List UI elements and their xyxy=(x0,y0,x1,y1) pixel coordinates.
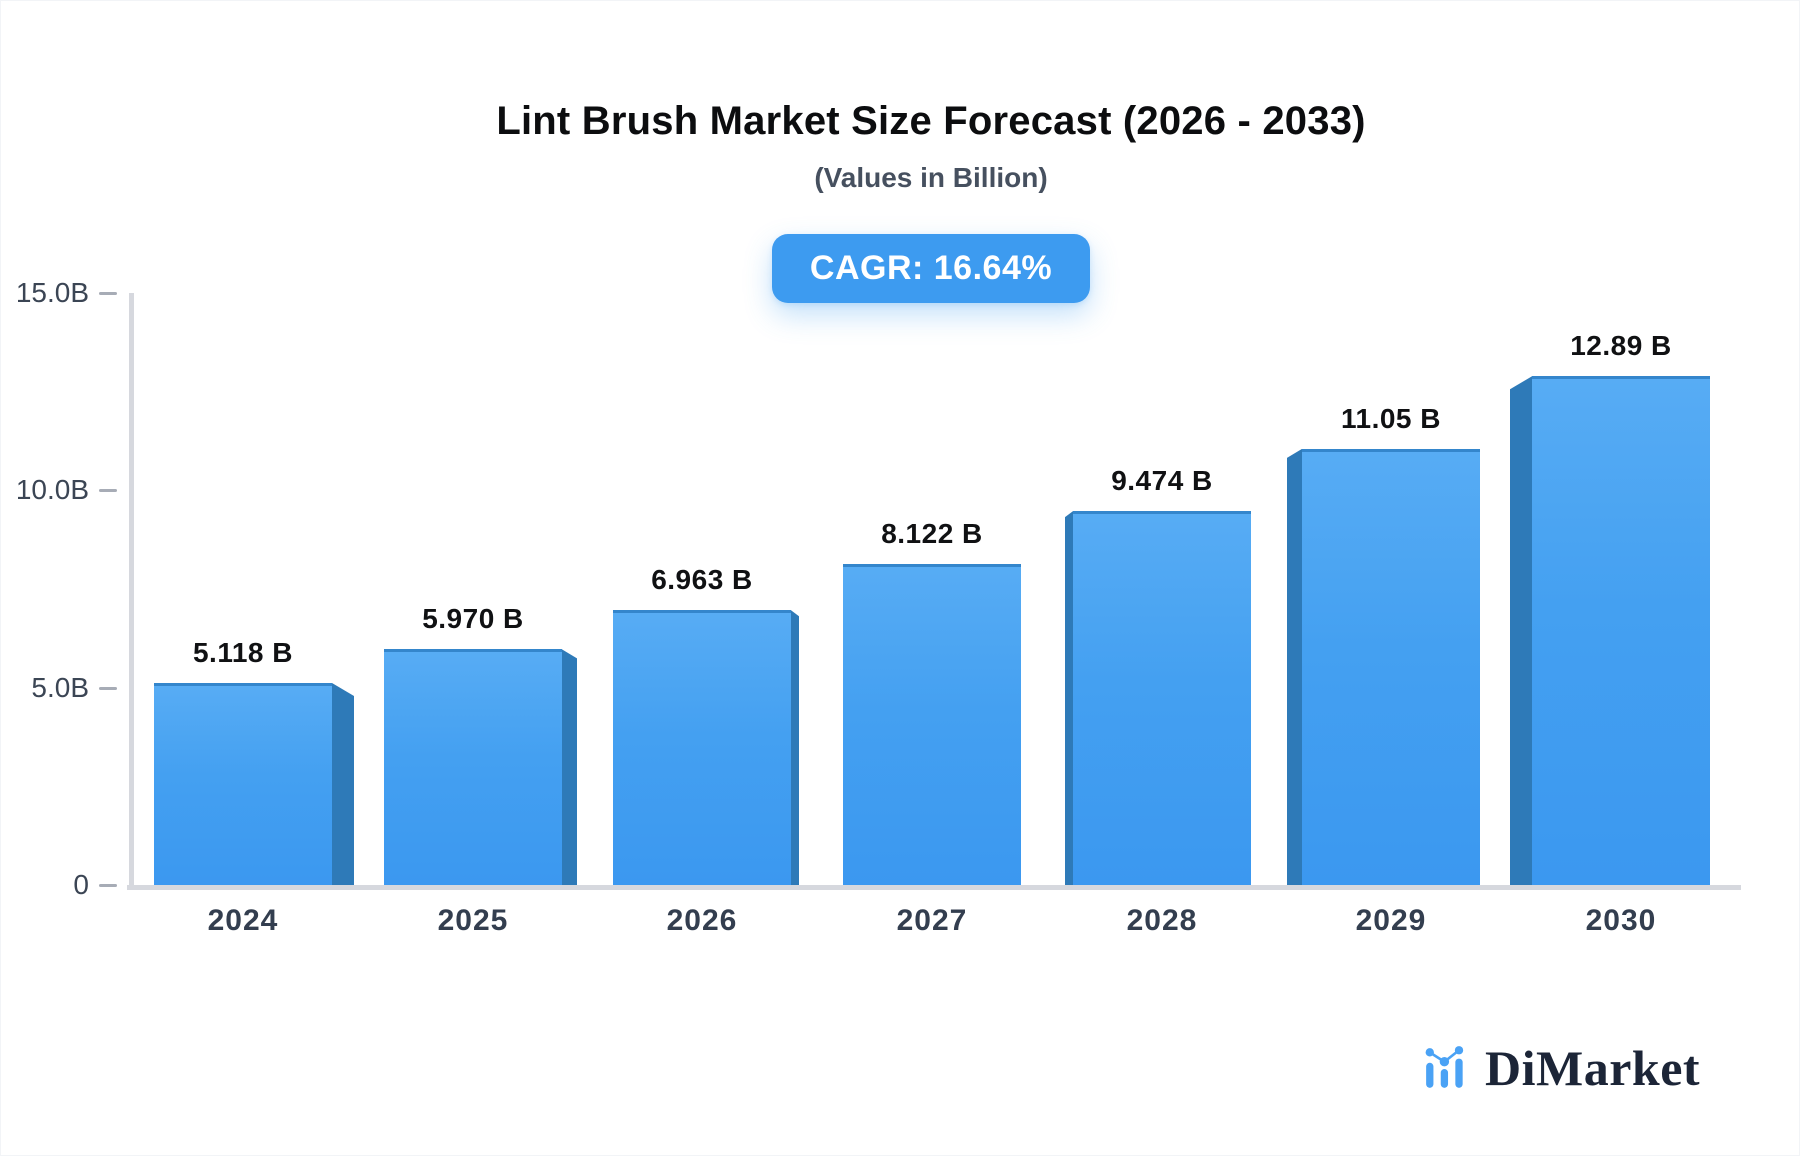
bar-side-2025 xyxy=(562,649,577,885)
y-tick-mark xyxy=(99,489,117,493)
bar-value-label: 12.89 B xyxy=(1570,330,1672,362)
x-axis-label-2026: 2026 xyxy=(666,904,738,937)
bar-value-label: 5.970 B xyxy=(422,603,524,635)
chart-subtitle: (Values in Billion) xyxy=(814,162,1048,193)
brand-logo: DiMarket xyxy=(1423,1039,1700,1097)
bar-value-label: 8.122 B xyxy=(881,518,983,550)
y-axis-line xyxy=(129,293,134,890)
bar-value-label: 9.474 B xyxy=(1111,465,1213,497)
bar-side-2029 xyxy=(1287,448,1302,885)
x-axis-label-2025: 2025 xyxy=(437,904,509,937)
bar-side-2024 xyxy=(332,683,354,885)
cagr-badge: CAGR: 16.64% xyxy=(771,234,1091,303)
bar-value-label: 5.118 B xyxy=(192,637,294,668)
y-tick-label: 10.0B xyxy=(15,474,89,506)
y-tick-mark xyxy=(99,686,117,690)
y-tick-label: 15.0B xyxy=(15,277,89,308)
x-axis-label-2024: 2024 xyxy=(207,904,279,937)
bar-side-2026 xyxy=(791,610,799,885)
bar-chart-logo-icon xyxy=(1425,1046,1464,1088)
page-title: Lint Brush Market Size Forecast (2026 - … xyxy=(496,99,1366,143)
x-axis-label-2030: 2030 xyxy=(1585,904,1657,937)
y-tick-mark xyxy=(99,884,117,887)
bar-side-2028 xyxy=(1065,511,1073,885)
bar-2024 xyxy=(154,683,332,885)
bar-2027 xyxy=(843,564,1021,885)
y-tick-mark xyxy=(99,292,117,295)
x-axis-label-2028: 2028 xyxy=(1126,904,1198,937)
bar-2030 xyxy=(1532,376,1710,885)
bar-2025 xyxy=(384,649,562,885)
brand-name: DiMarket xyxy=(1485,1040,1701,1096)
y-tick-label: 5.0B xyxy=(31,671,89,703)
y-tick-label: 0 xyxy=(73,869,89,900)
x-axis-label-2027: 2027 xyxy=(896,904,968,937)
x-axis-label-2029: 2029 xyxy=(1355,904,1427,937)
x-axis-baseline xyxy=(127,885,1741,890)
bar-2029 xyxy=(1302,448,1480,885)
bar-value-label: 6.963 B xyxy=(651,564,753,596)
bar-2026 xyxy=(613,610,791,885)
bar-2028 xyxy=(1073,511,1251,885)
bar-side-2030 xyxy=(1510,376,1532,885)
chart-header: Lint Brush Market Size Forecast (2026 - … xyxy=(31,1,1799,303)
bar-value-label: 11.05 B xyxy=(1340,402,1442,434)
